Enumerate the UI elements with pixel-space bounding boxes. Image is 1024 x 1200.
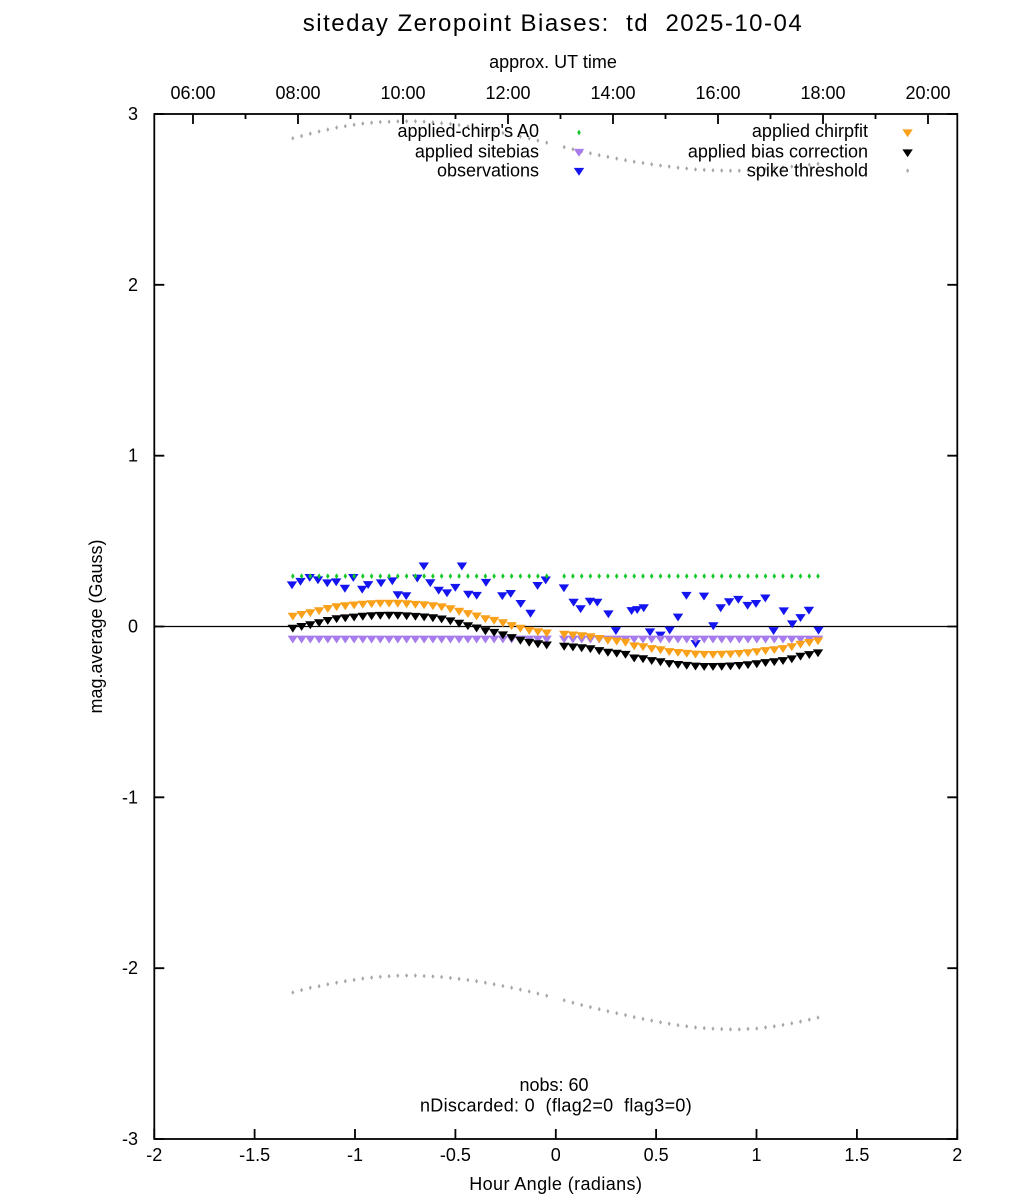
svg-text:0: 0 bbox=[551, 1145, 561, 1165]
svg-text:18:00: 18:00 bbox=[800, 83, 845, 103]
svg-text:-0.5: -0.5 bbox=[440, 1145, 471, 1165]
svg-text:1: 1 bbox=[128, 446, 138, 466]
svg-text:-2: -2 bbox=[122, 958, 138, 978]
svg-text:12:00: 12:00 bbox=[485, 83, 530, 103]
svg-text:0: 0 bbox=[128, 617, 138, 637]
svg-text:spike threshold: spike threshold bbox=[747, 161, 868, 181]
svg-text:-3: -3 bbox=[122, 1129, 138, 1149]
svg-text:observations: observations bbox=[437, 161, 539, 181]
svg-text:0.5: 0.5 bbox=[644, 1145, 669, 1165]
svg-text:applied sitebias: applied sitebias bbox=[415, 142, 539, 162]
svg-text:1.5: 1.5 bbox=[844, 1145, 869, 1165]
svg-text:14:00: 14:00 bbox=[590, 83, 635, 103]
svg-text:-1: -1 bbox=[122, 787, 138, 807]
svg-text:1: 1 bbox=[751, 1145, 761, 1165]
svg-text:-1.5: -1.5 bbox=[239, 1145, 270, 1165]
svg-text:nDiscarded: 0 (flag2=0 flag3: nDiscarded: 0 (flag2=0 flag3=0) bbox=[420, 1096, 692, 1116]
svg-text:Hour Angle (radians): Hour Angle (radians) bbox=[469, 1174, 642, 1194]
svg-text:10:00: 10:00 bbox=[380, 83, 425, 103]
svg-text:20:00: 20:00 bbox=[905, 83, 950, 103]
svg-text:approx. UT time: approx. UT time bbox=[489, 52, 617, 72]
svg-text:3: 3 bbox=[128, 104, 138, 124]
svg-text:mag.average (Gauss): mag.average (Gauss) bbox=[86, 539, 106, 713]
svg-text:applied bias correction: applied bias correction bbox=[688, 142, 868, 162]
svg-text:applied chirpfit: applied chirpfit bbox=[752, 121, 868, 141]
svg-text:applied-chirp's A0: applied-chirp's A0 bbox=[397, 121, 539, 141]
svg-text:08:00: 08:00 bbox=[275, 83, 320, 103]
svg-text:siteday Zeropoint Biases: td: siteday Zeropoint Biases: td 2025-10-04 bbox=[303, 10, 803, 37]
svg-text:-2: -2 bbox=[146, 1145, 162, 1165]
svg-text:nobs: 60: nobs: 60 bbox=[519, 1075, 588, 1095]
svg-text:2: 2 bbox=[128, 275, 138, 295]
svg-text:06:00: 06:00 bbox=[170, 83, 215, 103]
svg-text:-1: -1 bbox=[347, 1145, 363, 1165]
svg-text:2: 2 bbox=[952, 1145, 962, 1165]
svg-text:16:00: 16:00 bbox=[695, 83, 740, 103]
